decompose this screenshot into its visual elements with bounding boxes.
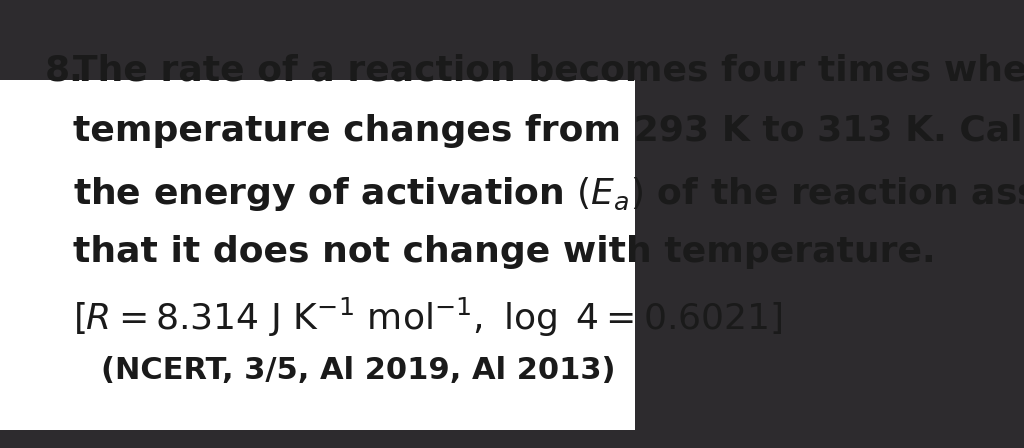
Text: The rate of a reaction becomes four times when the: The rate of a reaction becomes four time… xyxy=(73,54,1024,88)
Text: $[R = 8.314\ \mathrm{J\ K^{-1}\ mol^{-1}},\ \log\ 4 = 0.6021]$: $[R = 8.314\ \mathrm{J\ K^{-1}\ mol^{-1}… xyxy=(73,296,782,339)
Text: (NCERT, 3/5, Al 2019, Al 2013): (NCERT, 3/5, Al 2019, Al 2013) xyxy=(101,356,615,385)
Text: temperature changes from 293 K to 313 K. Calculate: temperature changes from 293 K to 313 K.… xyxy=(73,114,1024,148)
Text: that it does not change with temperature.: that it does not change with temperature… xyxy=(73,235,936,269)
Text: 8.: 8. xyxy=(44,54,83,88)
FancyBboxPatch shape xyxy=(0,80,635,430)
Text: the energy of activation $(E_a)$ of the reaction assuming: the energy of activation $(E_a)$ of the … xyxy=(73,175,1024,213)
